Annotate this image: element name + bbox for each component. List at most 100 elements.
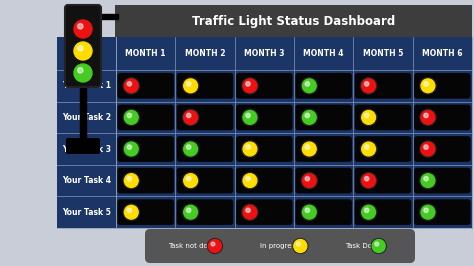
Circle shape bbox=[371, 239, 386, 253]
FancyBboxPatch shape bbox=[236, 199, 292, 225]
Circle shape bbox=[305, 176, 310, 181]
Circle shape bbox=[302, 142, 316, 156]
Text: MONTH 1: MONTH 1 bbox=[126, 49, 166, 58]
Circle shape bbox=[301, 78, 318, 94]
FancyBboxPatch shape bbox=[236, 73, 292, 99]
Circle shape bbox=[78, 68, 83, 73]
FancyBboxPatch shape bbox=[57, 102, 472, 133]
Circle shape bbox=[127, 145, 132, 149]
Circle shape bbox=[365, 208, 369, 213]
Text: Task not done: Task not done bbox=[168, 243, 217, 249]
FancyBboxPatch shape bbox=[57, 165, 472, 196]
FancyBboxPatch shape bbox=[414, 105, 471, 130]
FancyBboxPatch shape bbox=[118, 199, 174, 225]
Circle shape bbox=[365, 145, 369, 149]
Text: Your Task 1: Your Task 1 bbox=[62, 81, 111, 90]
Circle shape bbox=[182, 141, 199, 157]
Circle shape bbox=[420, 109, 436, 126]
Circle shape bbox=[243, 142, 257, 156]
Circle shape bbox=[243, 111, 257, 124]
Circle shape bbox=[302, 111, 316, 124]
FancyBboxPatch shape bbox=[295, 136, 352, 162]
FancyBboxPatch shape bbox=[295, 73, 352, 99]
Circle shape bbox=[246, 145, 250, 149]
Circle shape bbox=[123, 78, 139, 94]
Circle shape bbox=[208, 239, 222, 253]
Circle shape bbox=[362, 174, 375, 188]
Circle shape bbox=[127, 176, 132, 181]
Text: MONTH 4: MONTH 4 bbox=[303, 49, 344, 58]
Circle shape bbox=[123, 172, 139, 189]
Circle shape bbox=[127, 208, 132, 213]
Circle shape bbox=[420, 78, 436, 94]
Circle shape bbox=[424, 113, 428, 118]
FancyBboxPatch shape bbox=[57, 196, 472, 228]
FancyBboxPatch shape bbox=[295, 199, 352, 225]
Circle shape bbox=[301, 172, 318, 189]
Circle shape bbox=[302, 174, 316, 188]
Bar bbox=[80, 84, 86, 144]
Circle shape bbox=[124, 174, 138, 188]
Circle shape bbox=[124, 79, 138, 93]
FancyBboxPatch shape bbox=[177, 105, 233, 130]
Circle shape bbox=[124, 205, 138, 219]
FancyBboxPatch shape bbox=[177, 136, 233, 162]
Bar bbox=[83, 14, 118, 19]
FancyBboxPatch shape bbox=[414, 168, 471, 193]
Circle shape bbox=[246, 176, 250, 181]
Circle shape bbox=[305, 113, 310, 118]
FancyBboxPatch shape bbox=[145, 229, 415, 263]
FancyBboxPatch shape bbox=[57, 37, 472, 70]
FancyBboxPatch shape bbox=[236, 105, 292, 130]
Circle shape bbox=[243, 79, 257, 93]
Circle shape bbox=[74, 20, 92, 38]
Circle shape bbox=[372, 239, 385, 252]
Circle shape bbox=[424, 82, 428, 86]
Circle shape bbox=[186, 145, 191, 149]
FancyBboxPatch shape bbox=[414, 199, 471, 225]
FancyBboxPatch shape bbox=[177, 168, 233, 193]
FancyBboxPatch shape bbox=[66, 138, 100, 154]
Circle shape bbox=[362, 142, 375, 156]
Circle shape bbox=[78, 24, 83, 29]
Circle shape bbox=[182, 172, 199, 189]
Circle shape bbox=[421, 111, 435, 124]
FancyBboxPatch shape bbox=[414, 73, 471, 99]
Circle shape bbox=[420, 204, 436, 220]
Circle shape bbox=[242, 141, 258, 157]
Text: Your Task 2: Your Task 2 bbox=[62, 113, 111, 122]
FancyBboxPatch shape bbox=[295, 168, 352, 193]
Circle shape bbox=[421, 205, 435, 219]
Circle shape bbox=[184, 205, 198, 219]
Text: Your Task 4: Your Task 4 bbox=[62, 176, 111, 185]
Circle shape bbox=[74, 64, 92, 82]
Circle shape bbox=[361, 109, 377, 126]
Circle shape bbox=[302, 205, 316, 219]
Circle shape bbox=[184, 79, 198, 93]
Circle shape bbox=[74, 42, 92, 60]
FancyBboxPatch shape bbox=[355, 136, 411, 162]
Circle shape bbox=[420, 172, 436, 189]
Circle shape bbox=[182, 109, 199, 126]
Circle shape bbox=[184, 174, 198, 188]
Circle shape bbox=[242, 78, 258, 94]
Circle shape bbox=[184, 142, 198, 156]
Circle shape bbox=[209, 239, 221, 252]
FancyBboxPatch shape bbox=[118, 136, 174, 162]
Circle shape bbox=[123, 109, 139, 126]
Circle shape bbox=[361, 172, 377, 189]
Circle shape bbox=[246, 208, 250, 213]
FancyBboxPatch shape bbox=[355, 199, 411, 225]
Circle shape bbox=[186, 176, 191, 181]
FancyBboxPatch shape bbox=[355, 73, 411, 99]
Circle shape bbox=[296, 242, 301, 246]
Circle shape bbox=[127, 82, 132, 86]
Circle shape bbox=[301, 109, 318, 126]
Circle shape bbox=[123, 141, 139, 157]
Circle shape bbox=[127, 113, 132, 118]
Circle shape bbox=[362, 111, 375, 124]
Circle shape bbox=[123, 204, 139, 220]
Circle shape bbox=[293, 239, 308, 253]
Circle shape bbox=[186, 208, 191, 213]
Circle shape bbox=[361, 78, 377, 94]
